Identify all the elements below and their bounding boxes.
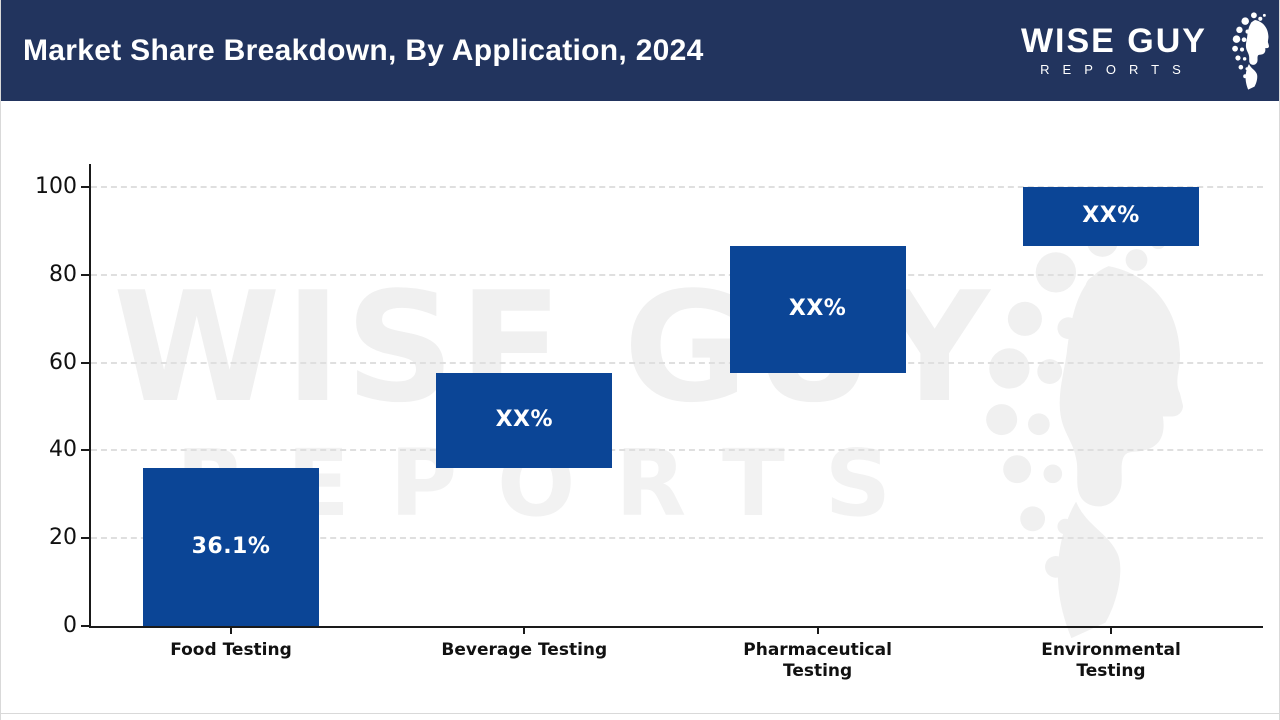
- bar-label-pharmaceutical-testing: XX%: [788, 296, 847, 322]
- gridline-100: [91, 186, 1263, 188]
- x-tick-mark-beverage-testing: [523, 628, 526, 634]
- frame-bottom-border: [1, 713, 1279, 714]
- bar-label-environmental-testing: XX%: [1082, 203, 1140, 229]
- y-tick-mark-20: [81, 537, 89, 540]
- x-category-label-pharmaceutical-testing: Pharmaceutical Testing: [743, 640, 892, 681]
- watermark-head-icon: [986, 225, 1183, 639]
- y-tick-mark-60: [81, 361, 89, 364]
- x-tick-mark-pharmaceutical-testing: [816, 628, 819, 634]
- y-tick-label-60: 60: [49, 349, 77, 375]
- gridline-80: [91, 273, 1263, 276]
- bar-label-beverage-testing: XX%: [495, 407, 554, 433]
- wise-guy-logo: WISE GUY REPORTS: [1021, 6, 1269, 96]
- x-category-label-beverage-testing: Beverage Testing: [441, 640, 608, 660]
- logo-text: WISE GUY REPORTS: [1021, 23, 1207, 79]
- y-tick-label-20: 20: [49, 525, 77, 551]
- bar-pharmaceutical-testing: [729, 245, 906, 373]
- logo-head-icon: [1232, 12, 1269, 90]
- y-tick-label-0: 0: [63, 613, 77, 638]
- header: Market Share Breakdown, By Application, …: [1, 0, 1279, 101]
- y-tick-mark-80: [81, 273, 89, 276]
- bar-label-food-testing: 36.1%: [191, 533, 271, 559]
- bar-environmental-testing: [1023, 187, 1199, 246]
- x-tick-mark-food-testing: [230, 628, 232, 634]
- bar-beverage-testing: [436, 372, 613, 468]
- x-category-label-food-testing: Food Testing: [170, 640, 292, 660]
- y-tick-label-40: 40: [49, 437, 77, 463]
- x-category-label-environmental-testing: Environmental Testing: [1041, 640, 1181, 681]
- gridline-60: [91, 361, 1263, 364]
- logo-reports-label: REPORTS: [1040, 62, 1194, 77]
- y-tick-mark-40: [81, 449, 89, 452]
- gridline-40: [91, 449, 1263, 452]
- page-title: Market Share Breakdown, By Application, …: [23, 33, 704, 67]
- y-tick-mark-100: [81, 186, 89, 188]
- gridline-20: [91, 537, 1263, 540]
- y-axis-line: [89, 164, 91, 628]
- y-tick-label-80: 80: [49, 261, 77, 287]
- bar-food-testing: [143, 467, 319, 626]
- y-tick-mark-0: [81, 625, 89, 627]
- logo-wiseguy-label: WISE GUY: [1020, 22, 1207, 60]
- x-tick-mark-environmental-testing: [1110, 628, 1112, 634]
- y-tick-label-100: 100: [35, 174, 77, 199]
- x-axis-line: [89, 626, 1263, 628]
